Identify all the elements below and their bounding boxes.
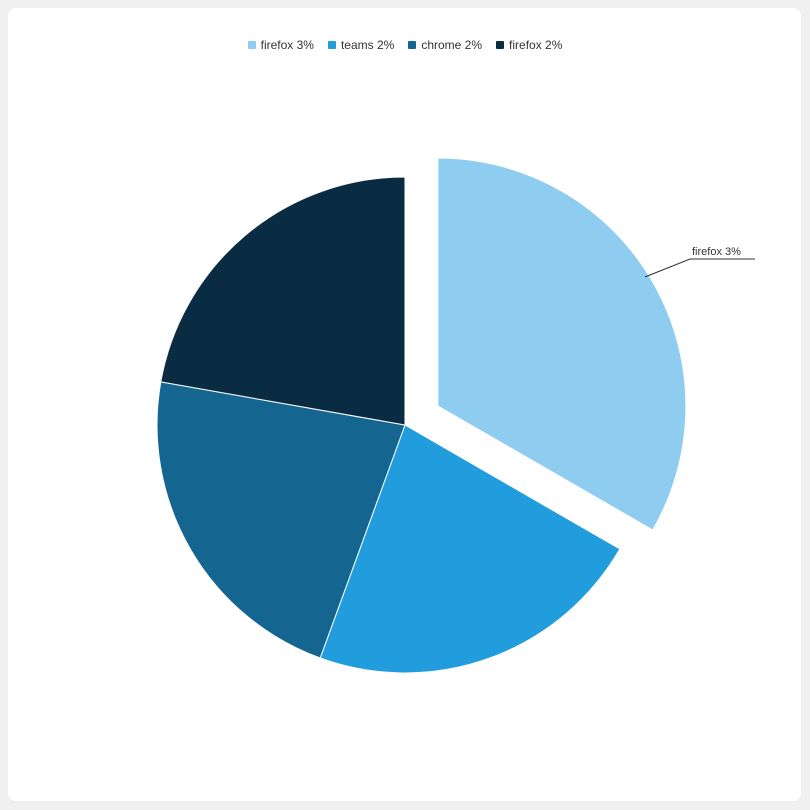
- legend-item-firefox-2[interactable]: firefox 2%: [496, 38, 562, 52]
- legend-label: chrome 2%: [421, 38, 483, 52]
- legend-marker-firefox-2: [496, 41, 505, 49]
- datalabel-connector-line: [644, 258, 755, 278]
- pie-slice-firefox-3[interactable]: [437, 157, 687, 531]
- pie-slice-teams-2[interactable]: [319, 424, 621, 674]
- legend-marker-teams-2: [327, 41, 336, 49]
- legend: firefox 3% teams 2% chrome 2% firefox 2%: [0, 38, 810, 52]
- pie-slice-chrome-2[interactable]: [156, 381, 406, 659]
- legend-label: firefox 3%: [260, 38, 314, 52]
- legend-marker-firefox-3: [247, 41, 256, 49]
- legend-label: teams 2%: [340, 38, 395, 52]
- legend-marker-chrome-2: [408, 41, 417, 49]
- datalabel: firefox 3%: [692, 246, 741, 258]
- legend-item-firefox-3[interactable]: firefox 3%: [247, 38, 314, 52]
- legend-label: firefox 2%: [509, 38, 563, 52]
- legend-item-teams-2[interactable]: teams 2%: [327, 38, 395, 52]
- legend-item-chrome-2[interactable]: chrome 2%: [408, 38, 482, 52]
- pie-slice-firefox-2[interactable]: [160, 176, 406, 426]
